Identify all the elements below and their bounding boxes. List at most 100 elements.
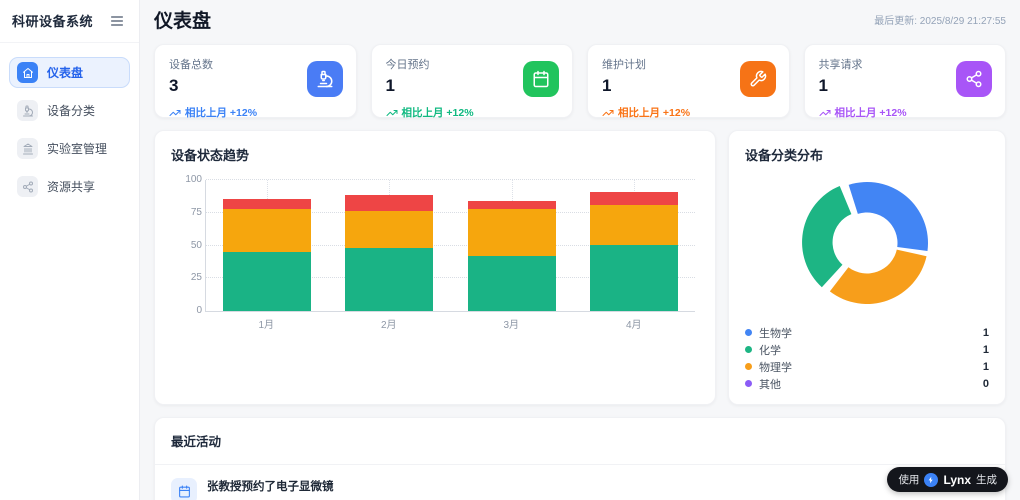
trending-up-icon <box>386 107 398 119</box>
app-title: 科研设备系统 <box>12 14 94 29</box>
legend-value: 0 <box>982 377 989 390</box>
stat-trend: 相比上月 +12% <box>386 105 559 120</box>
sidebar-item-resource-sharing[interactable]: 资源共享 <box>9 171 130 202</box>
building-icon <box>17 138 38 159</box>
lynx-badge[interactable]: 使用 Lynx 生成 <box>887 467 1008 492</box>
legend-item-化学[interactable]: 化学 1 <box>745 341 989 358</box>
sidebar-item-label: 仪表盘 <box>47 66 84 80</box>
bar-segment <box>223 198 312 210</box>
stat-cards-row: 设备总数 3 相比上月 +12% 今日预约 1 相比上月 +12% 维护计划 1 相比上月 +1… <box>154 44 1006 120</box>
legend-item-生物学[interactable]: 生物学 1 <box>745 324 989 341</box>
y-axis-tick-label: 100 <box>185 174 202 185</box>
donut-chart-card: 设备分类分布 生物学 1 化学 1 物理学 1 其他 0 <box>728 130 1006 405</box>
legend-dot <box>745 380 752 387</box>
stat-label: 维护计划 <box>602 59 646 71</box>
stacked-bar <box>467 201 556 311</box>
trending-up-icon <box>169 107 181 119</box>
lynx-badge-suffix: 生成 <box>976 474 997 486</box>
bar-group-4月 <box>573 180 695 311</box>
bar-segment <box>589 205 678 245</box>
share-icon <box>956 61 992 97</box>
home-icon <box>17 62 38 83</box>
stat-value: 1 <box>385 76 395 95</box>
bar-segment <box>223 209 312 252</box>
bar-group-1月 <box>206 180 328 311</box>
stat-card-0: 设备总数 3 相比上月 +12% <box>154 44 357 120</box>
main-content: 仪表盘 最后更新: 2025/8/29 21:27:55 设备总数 3 相比上月 +… <box>140 0 1020 500</box>
microscope-icon <box>306 61 343 97</box>
recent-activity-card: 最近活动 张教授预约了电子显微镜10分钟前 <box>154 417 1006 500</box>
bar-chart-plot: 0 25 50 75 100 <box>185 174 695 316</box>
y-axis-tick-label: 75 <box>190 206 202 218</box>
donut-chart <box>745 168 989 318</box>
legend-value: 1 <box>982 343 989 356</box>
bar-chart-title: 设备状态趋势 <box>171 148 250 163</box>
calendar-icon <box>171 478 197 500</box>
bar-segment <box>467 255 556 311</box>
x-axis-tick-label: 4月 <box>625 320 642 331</box>
bar-groups <box>206 180 695 311</box>
stacked-bar <box>589 192 678 311</box>
stat-label: 今日预约 <box>385 59 430 71</box>
legend-dot <box>745 329 752 336</box>
lynx-logo-icon <box>924 472 939 487</box>
stacked-bar <box>345 194 434 311</box>
stat-label: 共享请求 <box>818 59 863 71</box>
gridline <box>206 277 695 279</box>
legend-item-其他[interactable]: 其他 0 <box>745 375 989 392</box>
recent-activity-header: 最近活动 <box>155 418 1005 465</box>
stat-trend: 相比上月 +12% <box>602 105 775 120</box>
donut-legend: 生物学 1 化学 1 物理学 1 其他 0 <box>745 324 989 392</box>
sidebar-item-dashboard[interactable]: 仪表盘 <box>9 57 130 88</box>
recent-activity-list: 张教授预约了电子显微镜10分钟前 <box>155 465 1005 500</box>
stat-card-3: 共享请求 1 相比上月 +12% <box>803 44 1006 119</box>
microscope-icon <box>17 100 38 121</box>
donut-slice-物理学 <box>829 249 927 304</box>
sidebar-header: 科研设备系统 <box>0 0 139 43</box>
main-header: 仪表盘 最后更新: 2025/8/29 21:27:55 <box>154 0 1006 38</box>
bar-segment <box>345 210 434 248</box>
bar-chart-x-axis: 1月 2月 3月 4月 <box>205 316 695 331</box>
sidebar-item-lab-management[interactable]: 实验室管理 <box>9 133 130 164</box>
x-axis-tick-label: 1月 <box>258 320 275 331</box>
bar-segment <box>345 247 434 311</box>
activity-text: 张教授预约了电子显微镜 <box>207 481 334 493</box>
bar-segment <box>467 209 556 256</box>
y-axis-tick-label: 0 <box>196 305 202 316</box>
stat-card-2: 维护计划 1 相比上月 +12% <box>587 44 790 120</box>
lynx-badge-brand: Lynx <box>943 472 971 487</box>
bar-group-2月 <box>328 180 450 311</box>
charts-row: 设备状态趋势 0 25 50 75 100 1月 2月 3月 4月 设备分类分布 生物学 1 化学… <box>154 130 1006 405</box>
bar-chart-card: 设备状态趋势 0 25 50 75 100 1月 2月 3月 4月 <box>154 130 716 405</box>
bar-segment <box>467 201 556 210</box>
bar-segment <box>223 251 312 311</box>
sidebar: 科研设备系统 仪表盘设备分类实验室管理资源共享 <box>0 0 140 500</box>
recent-activity-title: 最近活动 <box>171 435 222 449</box>
bar-group-3月 <box>451 180 573 311</box>
bar-segment <box>345 194 434 211</box>
lynx-badge-prefix: 使用 <box>898 474 920 486</box>
donut-slice-化学 <box>802 185 852 288</box>
legend-item-物理学[interactable]: 物理学 1 <box>745 358 989 375</box>
share-icon <box>17 176 38 197</box>
hamburger-menu-icon[interactable] <box>109 12 127 30</box>
bar-chart: 0 25 50 75 100 1月 2月 3月 4月 <box>171 174 699 331</box>
bar-segment <box>589 245 678 311</box>
stat-value: 3 <box>169 76 179 95</box>
legend-label: 物理学 <box>759 361 792 374</box>
legend-value: 1 <box>982 326 989 339</box>
x-axis-tick-label: 2月 <box>380 320 397 331</box>
stat-value: 1 <box>602 76 612 95</box>
y-axis-tick-label: 50 <box>190 239 202 251</box>
sidebar-item-label: 设备分类 <box>47 104 96 118</box>
sidebar-item-equipment-category[interactable]: 设备分类 <box>9 95 130 126</box>
gridline <box>206 244 695 246</box>
y-axis-tick-label: 25 <box>190 272 202 284</box>
calendar-icon <box>523 61 559 97</box>
stat-label: 设备总数 <box>169 59 213 71</box>
last-updated-text: 最后更新: 2025/8/29 21:27:55 <box>874 15 1006 27</box>
stat-trend: 相比上月 +12% <box>169 105 342 120</box>
donut-chart-title: 设备分类分布 <box>745 148 824 163</box>
sidebar-item-label: 资源共享 <box>47 180 96 194</box>
gridline <box>206 179 695 180</box>
